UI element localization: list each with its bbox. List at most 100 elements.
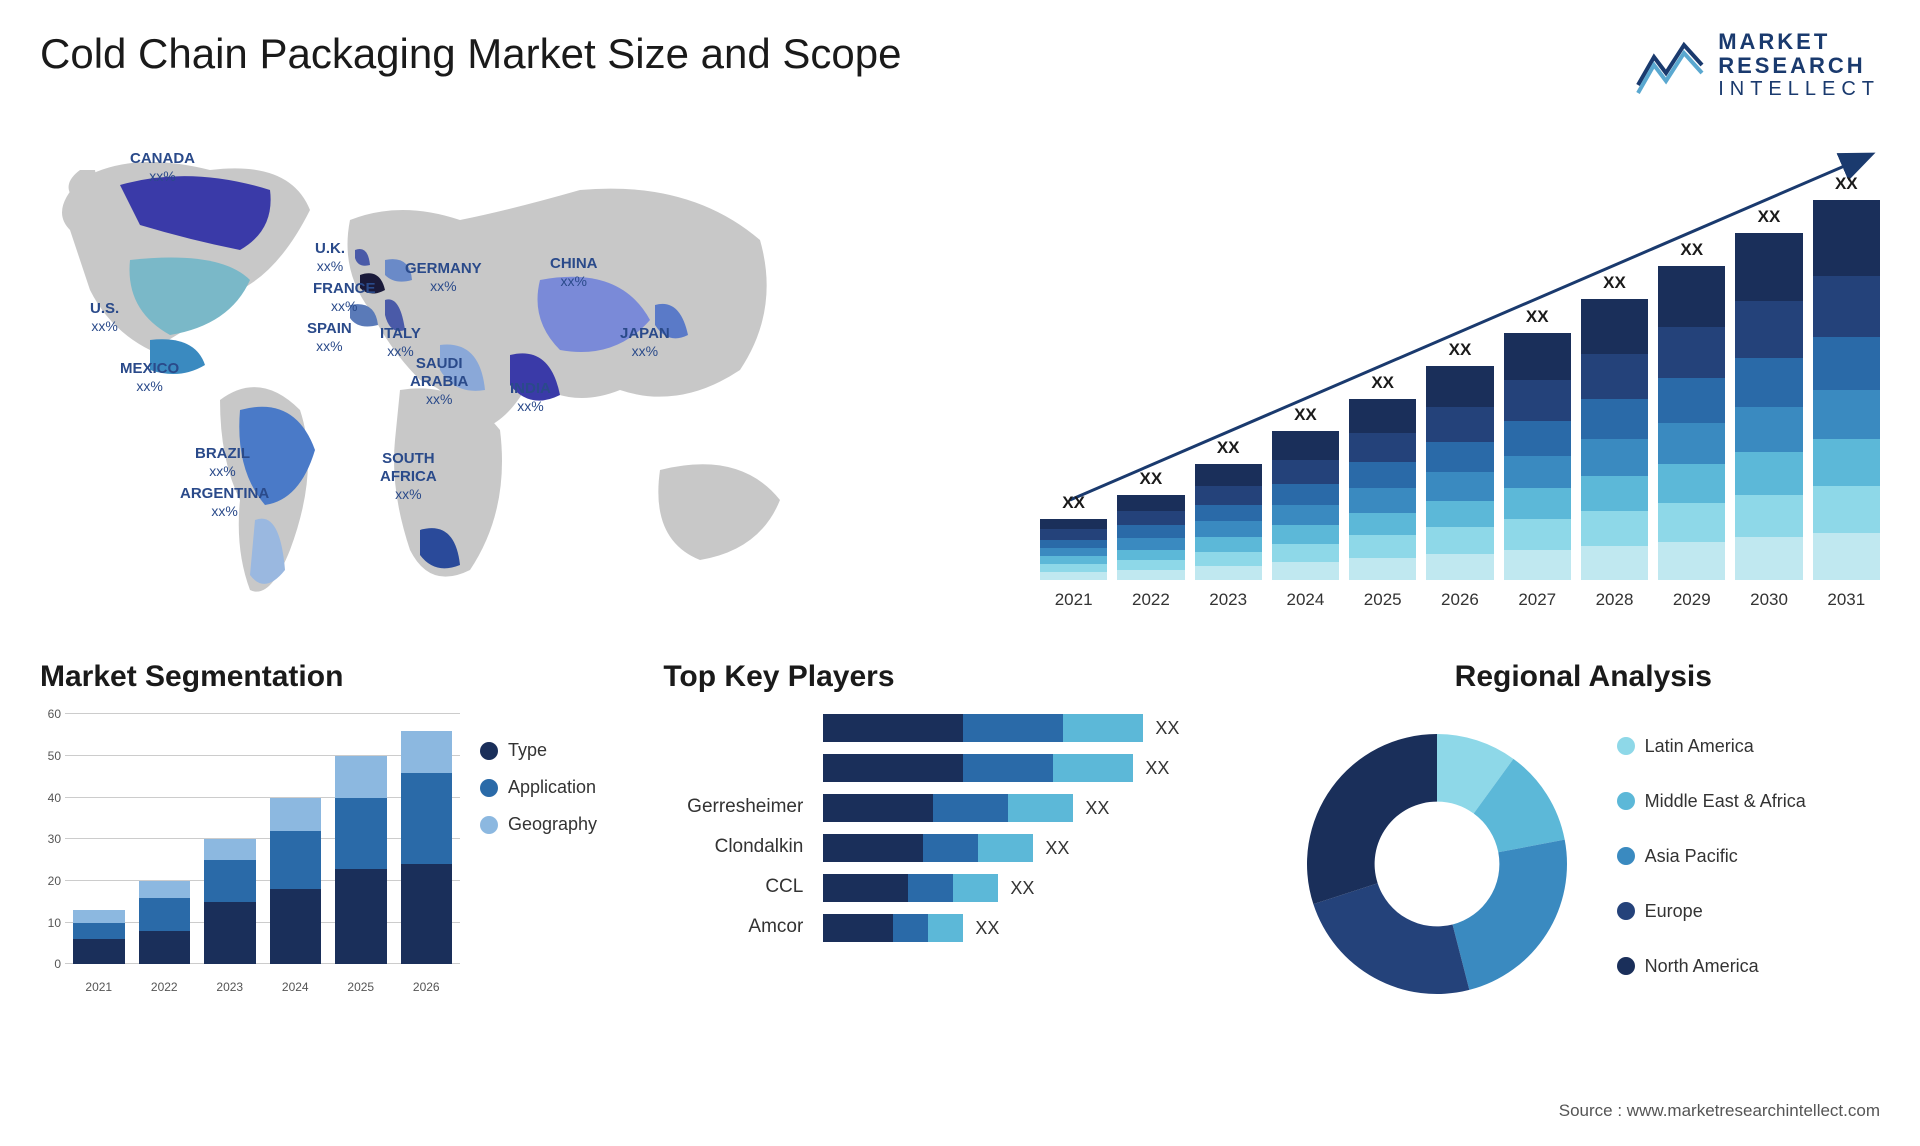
bar-segment	[204, 860, 256, 902]
bar-value-label: XX	[1758, 207, 1781, 227]
main-bar: XX	[1735, 207, 1802, 580]
key-player-row: XX	[823, 794, 1203, 822]
main-bar: XX	[1040, 493, 1107, 580]
map-label: INDIAxx%	[510, 380, 551, 416]
x-axis-label: 2023	[204, 980, 256, 994]
bar-segment	[1504, 488, 1571, 519]
bar-segment	[1735, 452, 1802, 495]
key-player-row: XX	[823, 754, 1203, 782]
x-axis-label: 2030	[1735, 590, 1802, 610]
key-players-panel: Top Key Players GerresheimerClondalkinCC…	[663, 660, 1256, 1014]
bar-segment	[1040, 540, 1107, 548]
legend-label: Geography	[508, 814, 597, 835]
bar-segment	[1195, 505, 1262, 521]
bar-segment	[1117, 511, 1184, 525]
bar-segment	[204, 902, 256, 965]
bar-segment	[1040, 548, 1107, 556]
segmentation-bar	[335, 756, 387, 964]
bar-segment	[1658, 266, 1725, 327]
bar-segment	[139, 931, 191, 964]
bar-segment	[1426, 527, 1493, 554]
bar-segment	[1735, 407, 1802, 452]
main-bar: XX	[1349, 373, 1416, 581]
bar-segment	[1504, 421, 1571, 456]
bar-segment	[1349, 488, 1416, 513]
bar-segment	[1813, 276, 1880, 337]
bar-segment	[1195, 464, 1262, 486]
x-axis-label: 2027	[1504, 590, 1571, 610]
y-tick: 60	[48, 707, 61, 721]
bar-value-label: XX	[1145, 758, 1169, 779]
legend-item: Application	[480, 777, 597, 798]
bar-segment	[823, 874, 908, 902]
bar-segment	[1117, 560, 1184, 570]
logo-text-1: MARKET	[1718, 30, 1880, 54]
donut-segment	[1307, 734, 1437, 904]
bar-segment	[1349, 399, 1416, 434]
bar-value-label: XX	[1294, 405, 1317, 425]
bar-segment	[1272, 505, 1339, 525]
bar-value-label: XX	[1010, 878, 1034, 899]
map-label: CANADAxx%	[130, 150, 195, 186]
bar-segment	[1658, 503, 1725, 542]
bar-segment	[823, 754, 963, 782]
bar-segment	[1272, 562, 1339, 580]
bar-value-label: XX	[1526, 307, 1549, 327]
bar-segment	[1426, 501, 1493, 528]
bar-segment	[1040, 556, 1107, 564]
y-tick: 20	[48, 874, 61, 888]
bar-segment	[1195, 486, 1262, 504]
bar-segment	[893, 914, 928, 942]
x-axis-label: 2021	[73, 980, 125, 994]
y-tick: 10	[48, 916, 61, 930]
donut-segment	[1452, 840, 1566, 990]
x-axis-label: 2021	[1040, 590, 1107, 610]
legend-label: Asia Pacific	[1645, 846, 1738, 867]
legend-item: Latin America	[1617, 736, 1806, 757]
legend-item: North America	[1617, 956, 1806, 977]
bar-segment	[1349, 433, 1416, 462]
key-player-label: CCL	[663, 876, 803, 898]
bar-segment	[1117, 538, 1184, 550]
main-growth-chart: XXXXXXXXXXXXXXXXXXXXXX 20212022202320242…	[1040, 130, 1880, 610]
bar-segment	[1658, 327, 1725, 378]
legend-label: Europe	[1645, 901, 1703, 922]
bar-segment	[1581, 511, 1648, 546]
key-players-title: Top Key Players	[663, 660, 1256, 694]
bar-segment	[1581, 439, 1648, 476]
bar-segment	[1581, 399, 1648, 440]
bar-segment	[335, 756, 387, 798]
bar-segment	[1272, 460, 1339, 485]
bar-segment	[1658, 378, 1725, 423]
bar-segment	[1117, 525, 1184, 537]
bar-value-label: XX	[1680, 240, 1703, 260]
bar-segment	[1117, 550, 1184, 560]
bar-segment	[1117, 570, 1184, 580]
legend-label: North America	[1645, 956, 1759, 977]
main-bar: XX	[1426, 340, 1493, 580]
bar-segment	[1581, 476, 1648, 511]
bar-segment	[953, 874, 998, 902]
bar-segment	[1504, 550, 1571, 581]
segmentation-chart: 0102030405060 202120222023202420252026	[40, 714, 460, 994]
bar-segment	[1063, 714, 1143, 742]
bar-segment	[139, 881, 191, 898]
bar-segment	[1581, 299, 1648, 354]
bar-segment	[1504, 333, 1571, 380]
bar-segment	[270, 798, 322, 831]
bar-segment	[1426, 366, 1493, 407]
key-player-row: XX	[823, 834, 1203, 862]
bar-segment	[1349, 535, 1416, 557]
main-bar: XX	[1195, 438, 1262, 580]
legend-label: Middle East & Africa	[1645, 791, 1806, 812]
regional-panel: Regional Analysis Latin AmericaMiddle Ea…	[1287, 660, 1880, 1014]
map-label: CHINAxx%	[550, 255, 598, 291]
bar-segment	[928, 914, 963, 942]
key-player-row: XX	[823, 714, 1203, 742]
legend-dot	[1617, 902, 1635, 920]
y-tick: 30	[48, 832, 61, 846]
bar-segment	[1735, 495, 1802, 538]
legend-label: Application	[508, 777, 596, 798]
bar-value-label: XX	[1045, 838, 1069, 859]
donut-segment	[1313, 884, 1469, 995]
